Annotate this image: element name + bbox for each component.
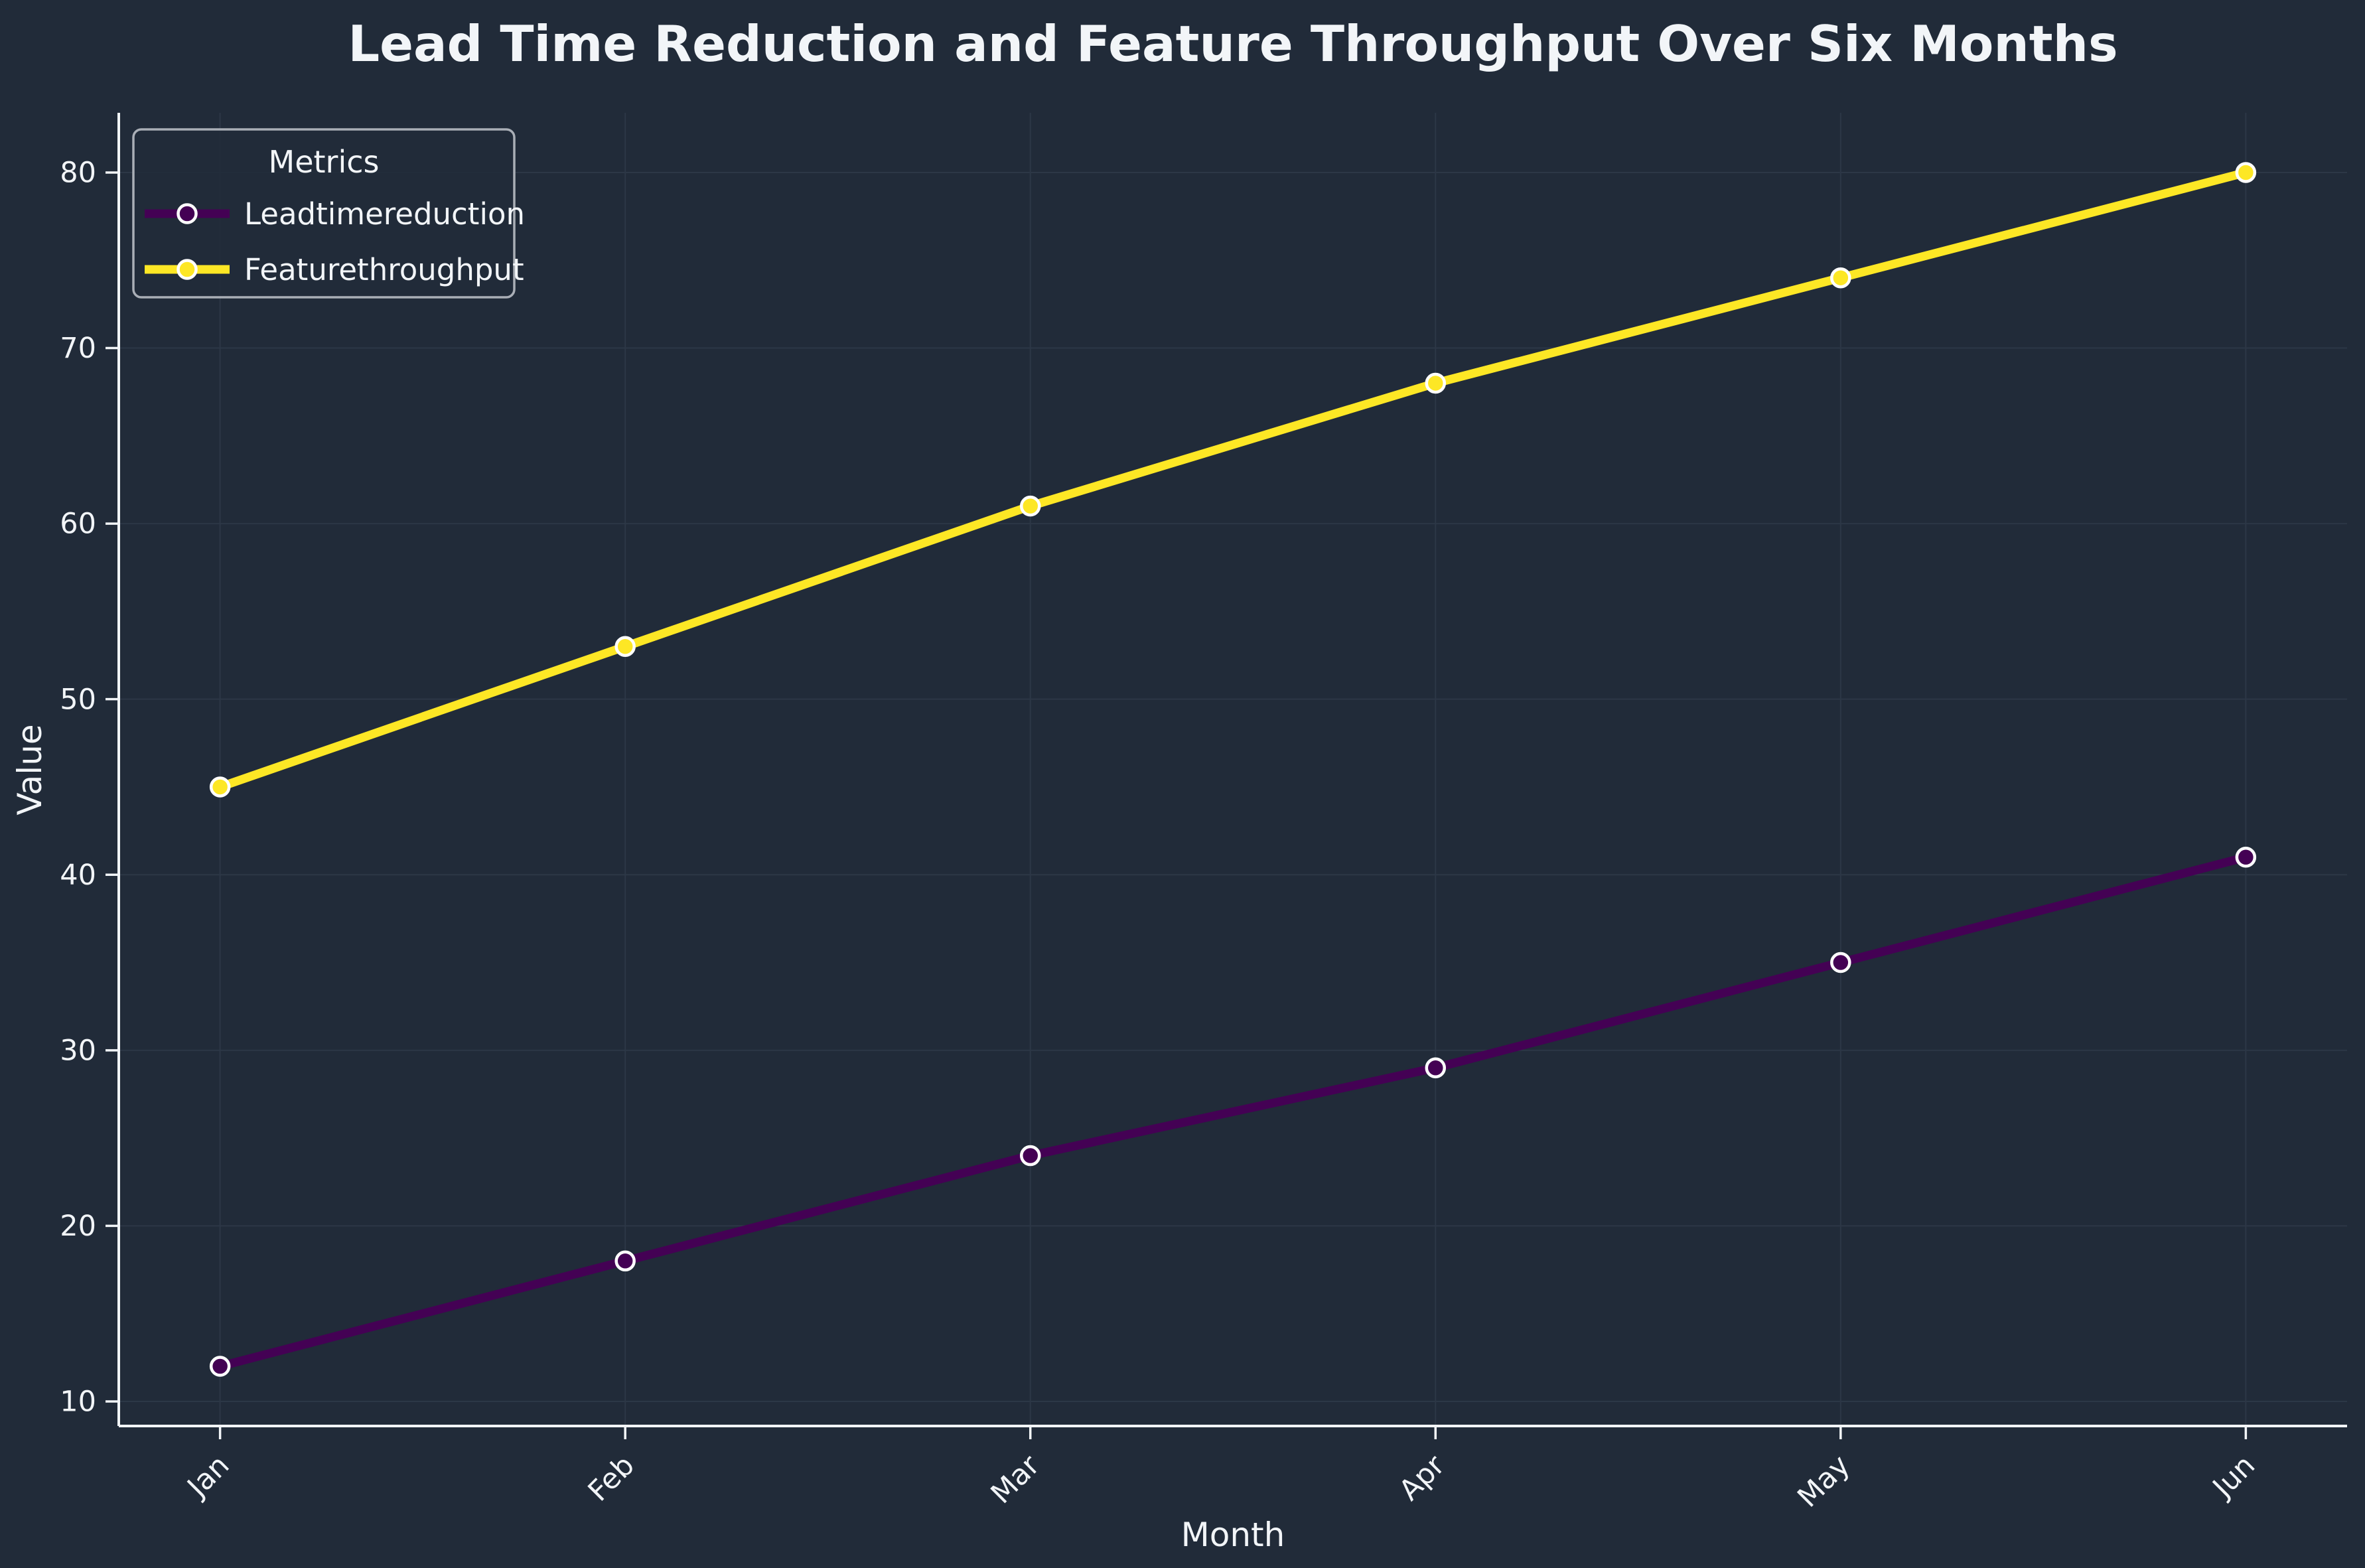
legend-item: Leadtimereduction: [145, 196, 525, 232]
x-tick-label: Jan: [180, 1449, 236, 1504]
data-point-leadtimereduction-mar: [1019, 1145, 1041, 1167]
data-point-featurethroughput-jan: [209, 776, 231, 798]
grid-layer: [119, 113, 2347, 1426]
series-layer: [209, 162, 2257, 1377]
data-point-leadtimereduction-jun: [2235, 847, 2257, 868]
y-tick-label: 70: [60, 332, 96, 365]
legend-item-label: Featurethroughput: [244, 252, 524, 287]
series-line-leadtimereduction: [216, 853, 2250, 1371]
data-point-leadtimereduction-feb: [614, 1250, 636, 1272]
x-tick-label: Apr: [1393, 1449, 1451, 1507]
x-tick-label: May: [1791, 1449, 1856, 1514]
data-point-leadtimereduction-jan: [209, 1356, 231, 1377]
legend: Metrics Leadtimereduction Featurethroughp…: [132, 128, 525, 299]
legend-title: Metrics: [269, 144, 380, 180]
y-axis-label: Value: [11, 724, 49, 815]
legend-item-label: Leadtimereduction: [244, 196, 525, 232]
data-point-featurethroughput-feb: [614, 636, 636, 658]
x-tick-label: Jun: [2205, 1449, 2261, 1505]
y-tick-label: 50: [60, 683, 96, 716]
axes-layer: 10 20 30 40 50 60 70 80 Jan Feb Mar Apr May Jun: [60, 113, 2347, 1514]
legend-items: Leadtimereduction Featurethroughput: [145, 196, 525, 287]
y-tick-label: 60: [60, 508, 96, 541]
legend-item: Featurethroughput: [145, 252, 524, 287]
data-point-leadtimereduction-may: [1830, 952, 1851, 973]
x-axis-label: Month: [1181, 1516, 1285, 1554]
data-point-featurethroughput-mar: [1019, 495, 1041, 517]
data-point-featurethroughput-apr: [1425, 372, 1447, 394]
legend-swatch-marker: [177, 259, 198, 280]
legend-swatch-marker: [177, 203, 198, 224]
y-tick-label: 80: [60, 157, 96, 190]
y-tick-label: 10: [60, 1386, 96, 1419]
data-point-featurethroughput-may: [1830, 267, 1851, 289]
chart-title: Lead Time Reduction and Feature Throughp…: [348, 15, 2117, 73]
data-point-leadtimereduction-apr: [1425, 1057, 1447, 1079]
y-tick-label: 30: [60, 1034, 96, 1067]
y-tick-label: 40: [60, 859, 96, 892]
x-tick-label: Mar: [985, 1449, 1046, 1510]
legend-box: [132, 128, 516, 299]
x-tick-label: Feb: [582, 1449, 641, 1508]
data-point-featurethroughput-jun: [2235, 162, 2257, 183]
y-tick-label: 20: [60, 1210, 96, 1243]
series-line-featurethroughput: [216, 168, 2250, 792]
